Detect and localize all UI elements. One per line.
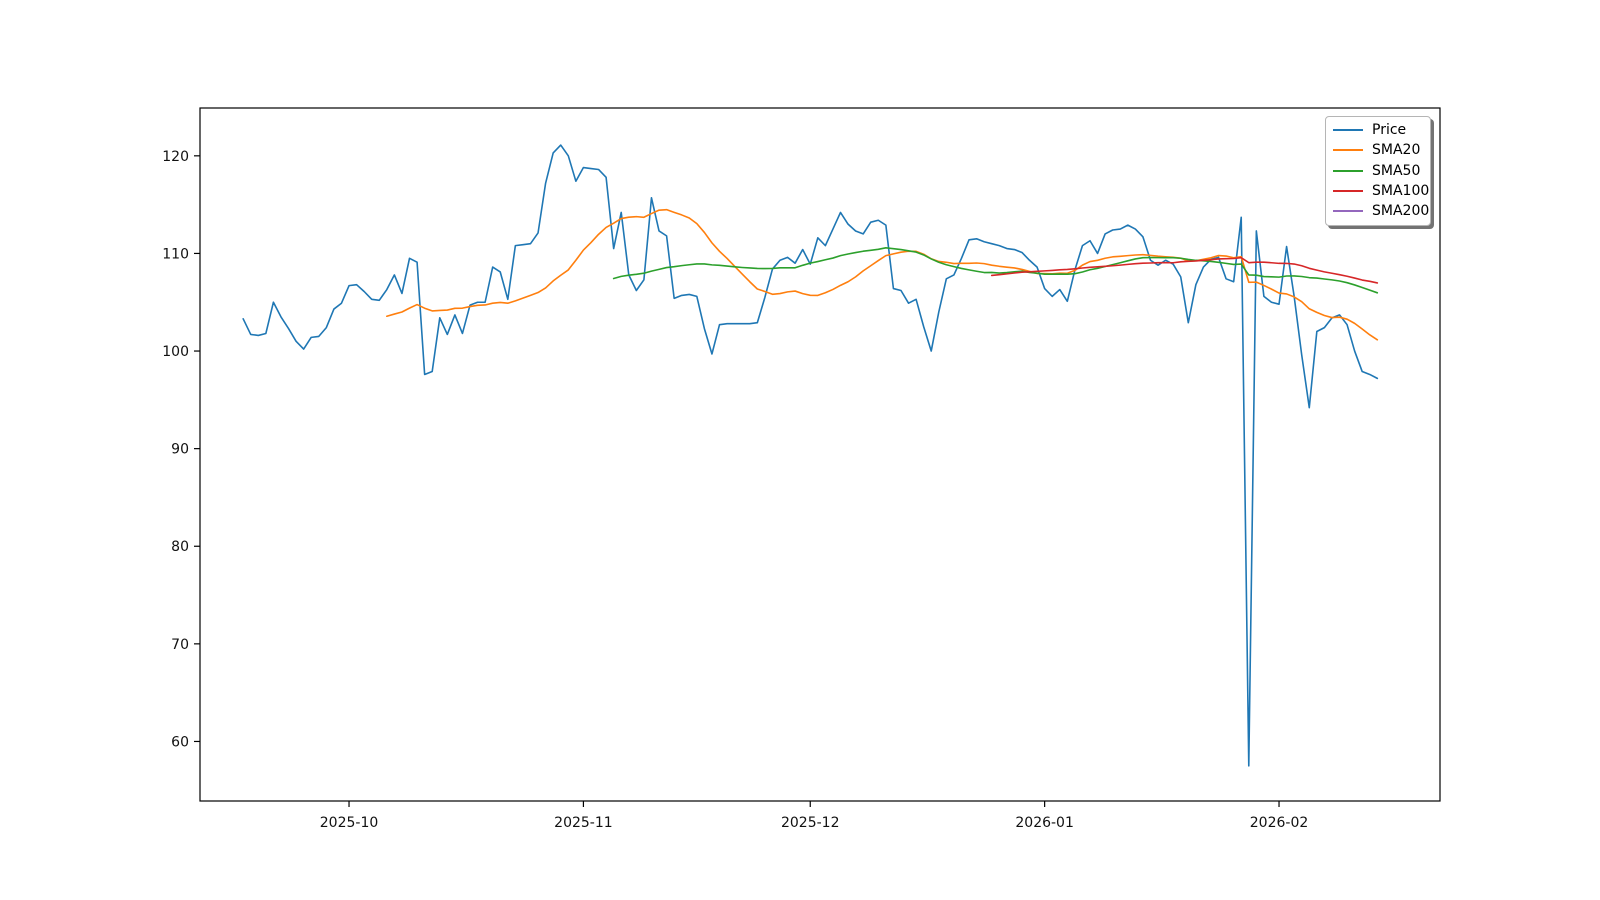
legend-entry-price: Price [1333, 120, 1424, 140]
y-tick-label-80: 80 [171, 539, 189, 555]
y-tick-label-70: 70 [171, 637, 189, 653]
legend-label-sma100: SMA100 [1372, 183, 1430, 200]
plot-border [199, 107, 1441, 802]
y-tick-label-120: 120 [162, 149, 189, 165]
legend-label-price: Price [1372, 122, 1407, 139]
y-tick-label-60: 60 [171, 734, 189, 750]
legend-line-swatch-sma100 [1333, 190, 1363, 193]
x-tick-label-2026-02: 2026-02 [1250, 815, 1309, 831]
x-tick-label-2025-10: 2025-10 [320, 815, 379, 831]
x-tick-label-2025-12: 2025-12 [781, 815, 840, 831]
sma50-line [612, 247, 1379, 294]
y-tick-label-110: 110 [162, 246, 189, 262]
sma100-line [990, 256, 1379, 284]
x-tick-label-2026-01: 2026-01 [1015, 815, 1074, 831]
price-line [242, 144, 1379, 767]
y-tick-label-90: 90 [171, 442, 189, 458]
legend-entry-sma100: SMA100 [1333, 181, 1429, 201]
legend-label-sma20: SMA20 [1372, 142, 1421, 159]
legend-label-sma50: SMA50 [1372, 162, 1421, 179]
legend-entry-sma50: SMA50 [1333, 161, 1424, 181]
legend-line-swatch-sma200 [1333, 210, 1363, 213]
legend-line-swatch-sma50 [1333, 169, 1363, 172]
y-tick-label-100: 100 [162, 344, 189, 360]
legend-entry-sma20: SMA20 [1333, 140, 1424, 160]
legend-entry-sma200: SMA200 [1333, 201, 1429, 221]
legend-label-sma200: SMA200 [1372, 203, 1430, 220]
x-tick-label-2025-11: 2025-11 [554, 815, 613, 831]
legend: Price SMA20 SMA50 SMA100 SMA200 [1325, 116, 1431, 227]
sma20-line [386, 208, 1379, 341]
legend-line-swatch-sma20 [1333, 149, 1363, 152]
legend-line-swatch-price [1333, 129, 1363, 132]
